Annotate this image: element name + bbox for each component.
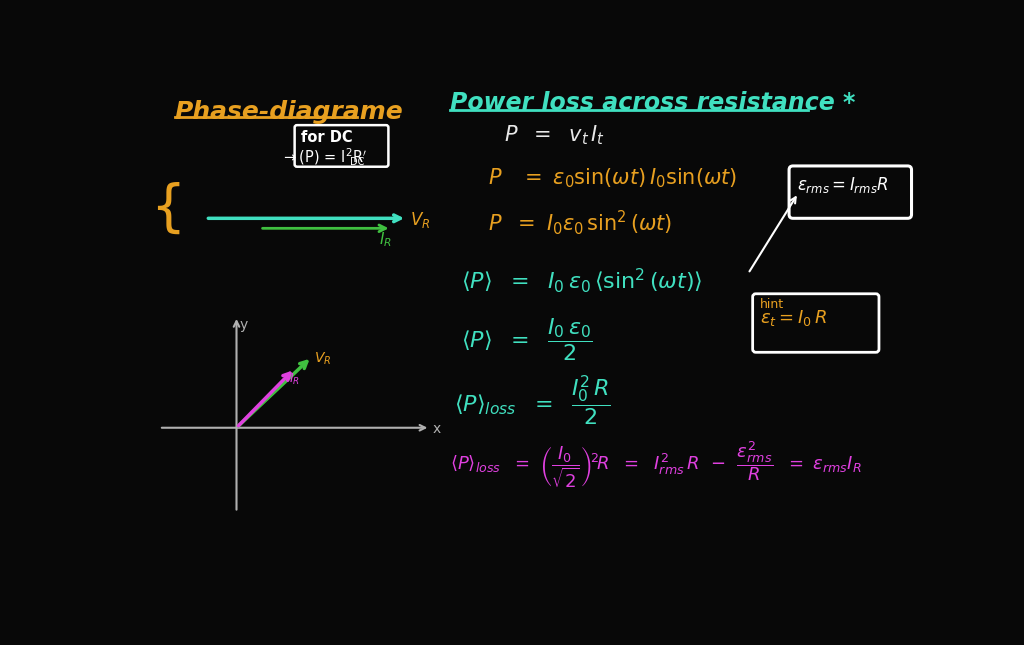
Text: $\varepsilon_t = I_0\,R$: $\varepsilon_t = I_0\,R$ [760, 308, 826, 328]
Text: for DC: for DC [301, 130, 352, 144]
Text: $\langle P\rangle$  $=$  $I_0\,\varepsilon_0\, \langle \sin^2(\omega t)\rangle$: $\langle P\rangle$ $=$ $I_0\,\varepsilon… [461, 266, 702, 295]
Text: Phase-diagrame: Phase-diagrame [174, 101, 403, 124]
Text: $I_R$: $I_R$ [379, 230, 392, 248]
Text: $\varepsilon_{rms} = I_{rms}R$: $\varepsilon_{rms} = I_{rms}R$ [797, 175, 889, 195]
Text: $P$   $=$ $\varepsilon_0 \sin(\omega t)\, I_0 \sin(\omega t)$: $P$ $=$ $\varepsilon_0 \sin(\omega t)\, … [488, 166, 737, 190]
Text: $\rightarrow$(P) = I$^2$R$'$: $\rightarrow$(P) = I$^2$R$'$ [282, 146, 368, 168]
Text: DC: DC [350, 157, 365, 166]
Text: $I_R$: $I_R$ [289, 372, 300, 386]
Text: hint: hint [760, 299, 783, 312]
Text: {: { [150, 181, 185, 235]
Text: x: x [432, 422, 440, 437]
Text: y: y [240, 317, 248, 332]
Text: $\langle P\rangle_{loss}$  $=$ $\left(\dfrac{I_0}{\sqrt{2}}\right)^{\!2}\!R$  $=: $\langle P\rangle_{loss}$ $=$ $\left(\df… [450, 439, 861, 490]
Text: $P$  $=$ $I_0 \varepsilon_0\, \sin^2(\omega t)$: $P$ $=$ $I_0 \varepsilon_0\, \sin^2(\ome… [488, 208, 673, 237]
Text: $\langle P\rangle$  $=$  $\dfrac{I_0\,\varepsilon_0}{2}$: $\langle P\rangle$ $=$ $\dfrac{I_0\,\var… [461, 316, 593, 362]
Text: $\langle P\rangle_{loss}$  $=$  $\dfrac{I_0^2\,R}{2}$: $\langle P\rangle_{loss}$ $=$ $\dfrac{I_… [454, 374, 610, 428]
Text: $V_R$: $V_R$ [410, 210, 430, 230]
Text: $V_R$: $V_R$ [314, 351, 332, 367]
Text: $P$  $=$  $v_t\, I_t$: $P$ $=$ $v_t\, I_t$ [504, 124, 605, 147]
Text: Power loss across resistance *: Power loss across resistance * [450, 91, 855, 115]
